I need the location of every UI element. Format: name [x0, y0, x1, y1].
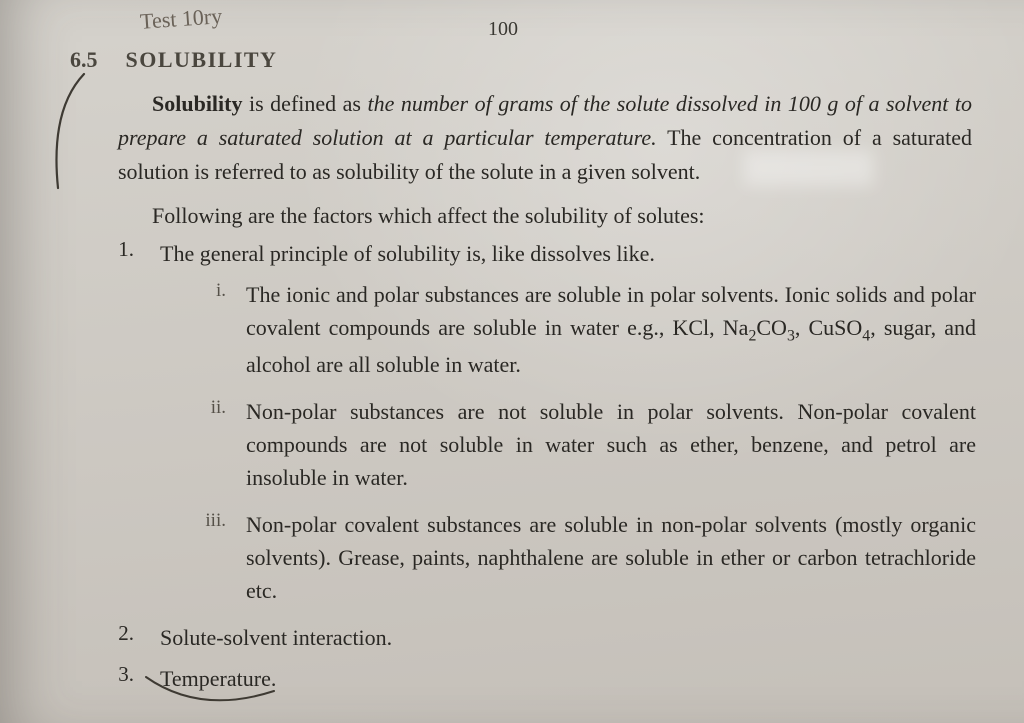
item-body: The general principle of solubility is, … — [160, 237, 976, 270]
item-marker: 2. — [104, 621, 134, 654]
list-item: 2. Solute-solvent interaction. — [104, 621, 976, 654]
textbook-page: Test 10ry 100 6.5 SOLUBILITY Solubility … — [0, 0, 1024, 723]
sub-item: i. The ionic and polar substances are so… — [198, 278, 976, 381]
sub-list: i. The ionic and polar substances are so… — [198, 278, 976, 607]
item-marker: 1. — [104, 237, 134, 270]
item-body: Solute-solvent interaction. — [160, 621, 976, 654]
sub-marker: ii. — [198, 395, 226, 494]
section-title: SOLUBILITY — [126, 47, 278, 73]
pen-mark-left — [44, 70, 104, 190]
item-body: Temperature. — [160, 662, 976, 695]
term: Solubility — [152, 91, 242, 116]
section-heading: 6.5 SOLUBILITY — [70, 47, 976, 73]
sub-body-ii: Non-polar substances are not soluble in … — [246, 395, 976, 494]
section-number: 6.5 — [70, 47, 98, 73]
factors-intro: Following are the factors which affect t… — [152, 203, 976, 229]
factors-list: 1. The general principle of solubility i… — [104, 237, 976, 695]
list-item: 3. Temperature. — [104, 662, 976, 695]
sub-body-iii: Non-polar covalent substances are solubl… — [246, 508, 976, 607]
sub-marker: i. — [198, 278, 226, 381]
sub-item: iii. Non-polar covalent substances are s… — [198, 508, 976, 607]
def-prefix: is defined as — [242, 91, 367, 116]
sub-body-i: The ionic and polar substances are solub… — [246, 278, 976, 381]
sub-marker: iii. — [198, 508, 226, 607]
sub-item: ii. Non-polar substances are not soluble… — [198, 395, 976, 494]
item-marker: 3. — [104, 662, 134, 695]
list-item: 1. The general principle of solubility i… — [104, 237, 976, 270]
definition-paragraph: Solubility is defined as the number of g… — [118, 87, 972, 189]
